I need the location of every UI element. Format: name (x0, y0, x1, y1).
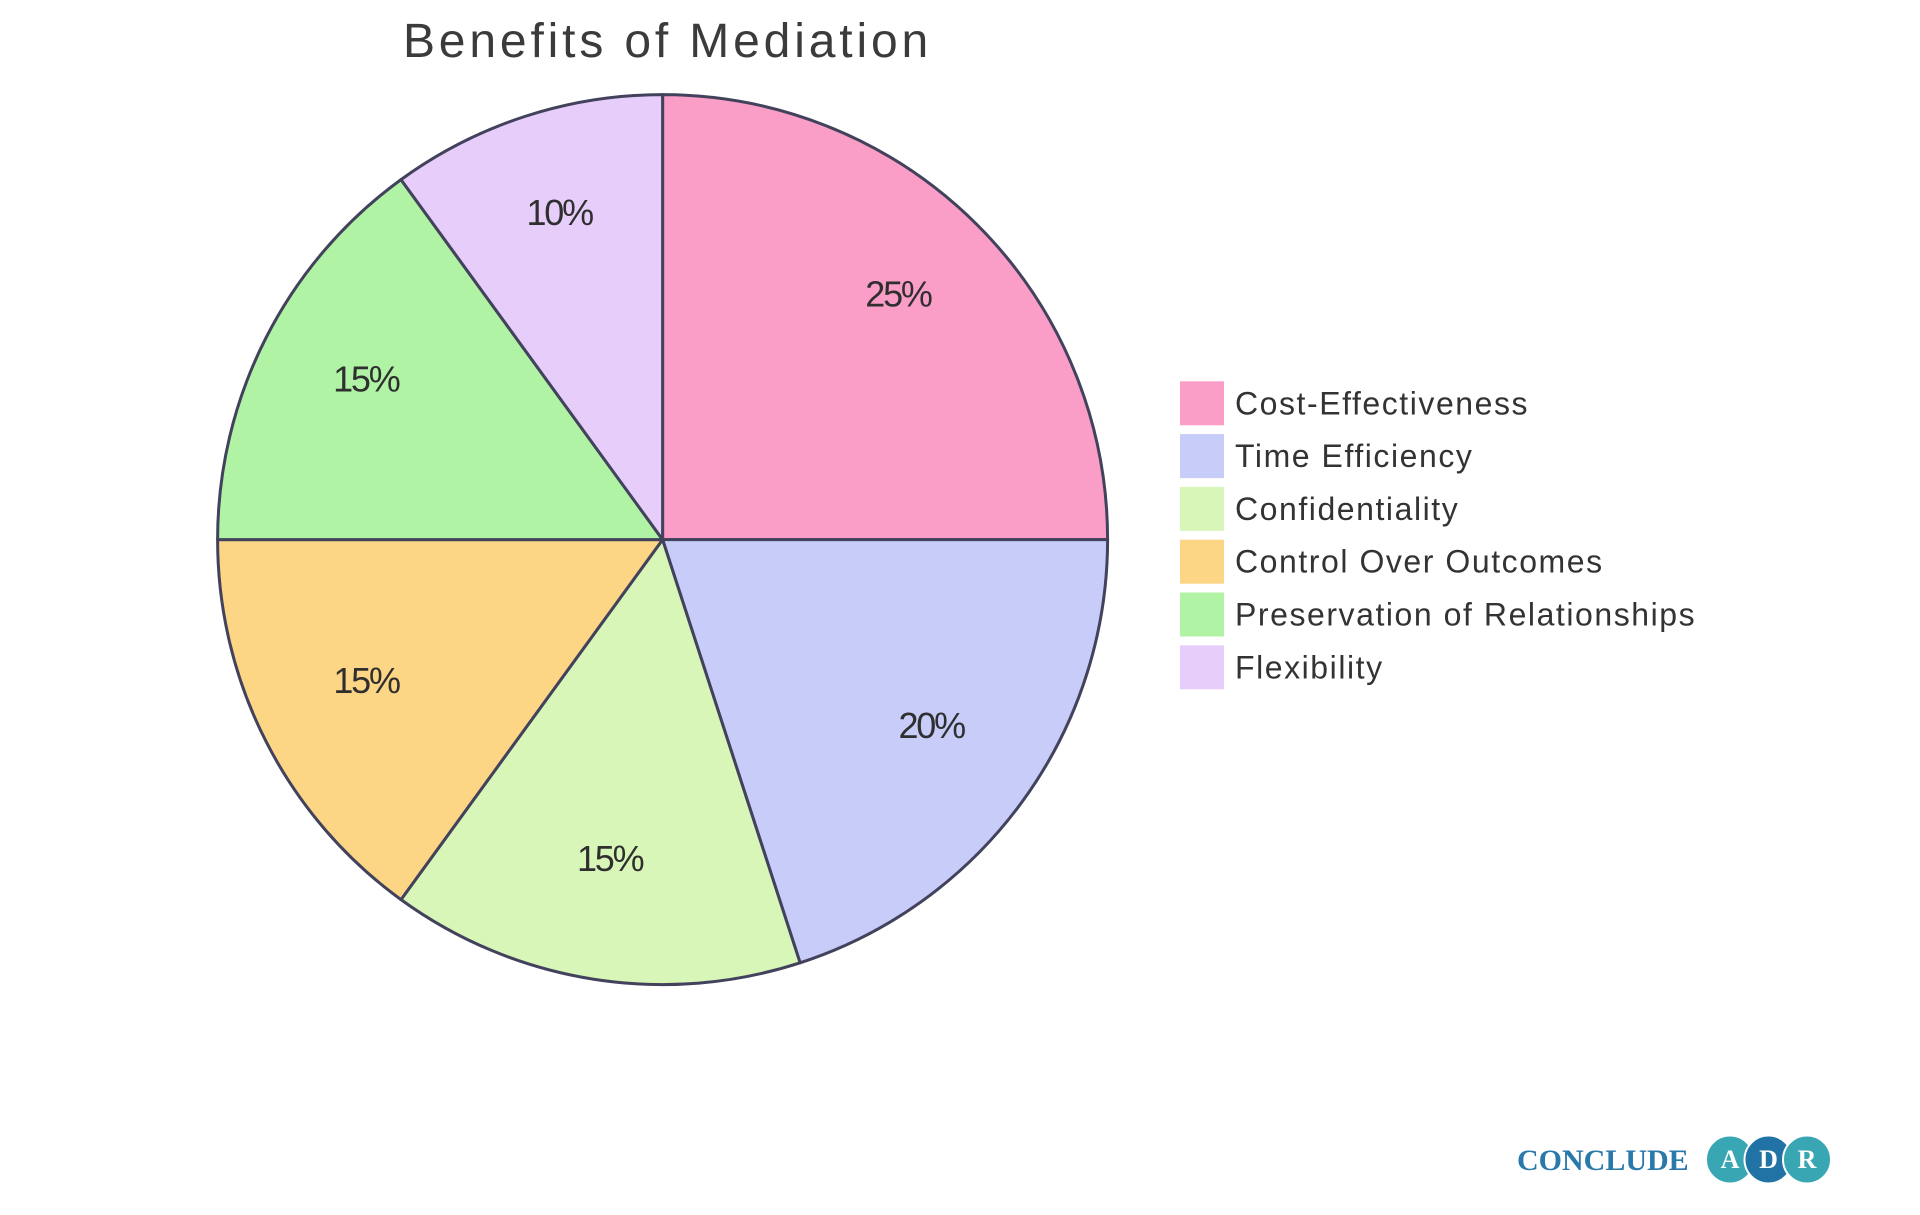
svg-text:Flexibility: Flexibility (1235, 649, 1384, 685)
svg-text:Control Over Outcomes: Control Over Outcomes (1235, 544, 1604, 580)
svg-text:15%: 15% (577, 838, 644, 879)
svg-text:Cost-Effectiveness: Cost-Effectiveness (1235, 385, 1529, 421)
svg-text:25%: 25% (865, 274, 932, 315)
svg-text:Time Efficiency: Time Efficiency (1235, 438, 1473, 474)
svg-text:R: R (1798, 1145, 1817, 1174)
svg-text:CONCLUDE: CONCLUDE (1517, 1144, 1689, 1177)
svg-text:D: D (1759, 1145, 1778, 1174)
svg-text:20%: 20% (898, 705, 965, 746)
svg-text:Confidentiality: Confidentiality (1235, 491, 1459, 527)
svg-text:Benefits of Mediation: Benefits of Mediation (403, 15, 932, 68)
svg-text:Preservation of Relationships: Preservation of Relationships (1235, 597, 1696, 633)
svg-text:10%: 10% (526, 192, 593, 233)
svg-text:15%: 15% (333, 358, 400, 399)
svg-text:15%: 15% (333, 660, 400, 701)
svg-text:A: A (1721, 1145, 1740, 1174)
